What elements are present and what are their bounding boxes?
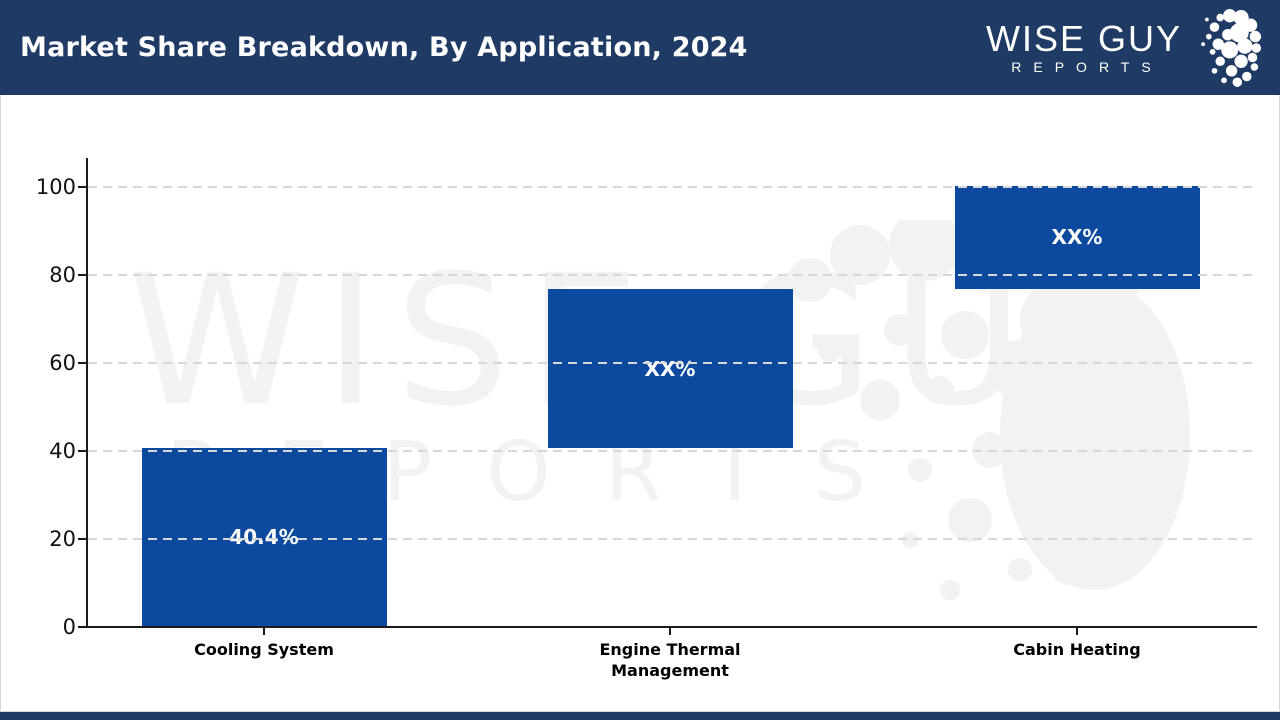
bar-engine-thermal-management: XX% xyxy=(547,289,793,449)
bar-value-label: 40.4% xyxy=(229,525,299,550)
gridline xyxy=(88,274,1256,276)
logo-text: WISE GUY REPORTS xyxy=(985,18,1182,76)
footer-bar xyxy=(0,712,1280,720)
page-title: Market Share Breakdown, By Application, … xyxy=(20,32,748,63)
x-tick-mark xyxy=(263,628,265,635)
logo-brand-name: WISE GUY xyxy=(985,18,1182,59)
y-tick-label: 100 xyxy=(35,175,76,199)
y-tick-label: 60 xyxy=(49,351,76,375)
gridline xyxy=(88,362,1256,364)
y-tick-mark xyxy=(78,362,87,364)
gridline xyxy=(88,538,1256,540)
y-tick-mark xyxy=(78,274,87,276)
x-tick-mark xyxy=(669,628,671,635)
gridline xyxy=(88,186,1256,188)
y-tick-mark xyxy=(78,186,87,188)
x-axis-label-cabin-heating: Cabin Heating xyxy=(1013,640,1141,659)
gridline xyxy=(88,450,1256,452)
x-axis-line xyxy=(86,626,1257,628)
y-tick-label: 20 xyxy=(49,527,76,551)
y-tick-mark xyxy=(78,626,87,628)
x-axis-label-cooling-system: Cooling System xyxy=(194,640,334,659)
x-tick-mark xyxy=(1076,628,1078,635)
bar-value-label: XX% xyxy=(644,356,696,381)
y-tick-label: 80 xyxy=(49,263,76,287)
wiseguy-logo: WISE GUY REPORTS xyxy=(986,6,1262,90)
bar-value-label: XX% xyxy=(1051,225,1103,250)
y-tick-mark xyxy=(78,538,87,540)
logo-face-icon xyxy=(1201,8,1262,87)
bar-cooling-system: 40.4% xyxy=(141,448,387,626)
y-axis-line xyxy=(86,158,88,628)
header: Market Share Breakdown, By Application, … xyxy=(0,0,1280,95)
y-tick-label: 40 xyxy=(49,439,76,463)
logo-brand-subtitle: REPORTS xyxy=(1011,59,1163,75)
x-axis-label-engine-thermal-management: Engine Thermal Management xyxy=(599,640,741,680)
y-tick-label: 0 xyxy=(62,615,76,639)
y-tick-mark xyxy=(78,450,87,452)
